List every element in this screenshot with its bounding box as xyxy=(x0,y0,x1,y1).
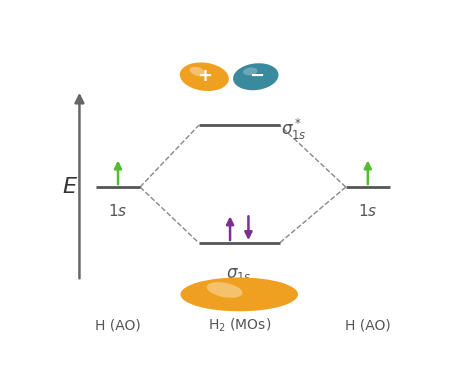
Text: $\sigma_{1s}$: $\sigma_{1s}$ xyxy=(227,265,252,283)
Text: +: + xyxy=(197,67,212,85)
Text: $1s$: $1s$ xyxy=(109,202,128,219)
Text: $1s$: $1s$ xyxy=(358,202,377,219)
Ellipse shape xyxy=(207,282,242,298)
Text: H$_2$ (MOs): H$_2$ (MOs) xyxy=(208,317,271,334)
Ellipse shape xyxy=(233,63,279,90)
Text: H (AO): H (AO) xyxy=(345,318,391,332)
Ellipse shape xyxy=(243,68,257,75)
Text: $E$: $E$ xyxy=(62,177,78,197)
Text: −: − xyxy=(249,67,264,85)
Ellipse shape xyxy=(181,277,298,311)
Ellipse shape xyxy=(190,67,205,76)
Text: $\sigma^*_{1s}$: $\sigma^*_{1s}$ xyxy=(282,117,307,142)
Ellipse shape xyxy=(180,62,229,91)
Text: H (AO): H (AO) xyxy=(95,318,141,332)
